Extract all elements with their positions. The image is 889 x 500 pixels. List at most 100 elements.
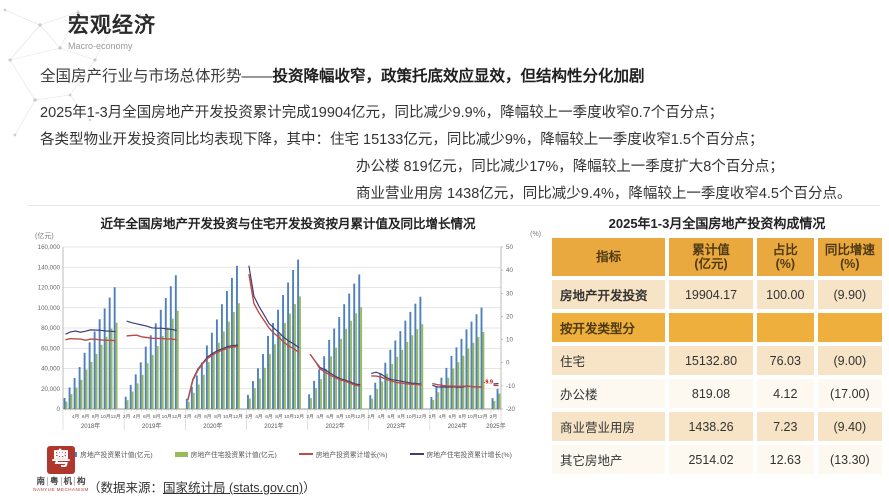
svg-text:4月: 4月 [316,414,323,420]
legend-label: 房地产住宅投资累计增长(%) [426,452,512,459]
investment-chart: 0 20,000 40,000 60,000 80,000 100,000 120,000 1… [38,244,516,430]
table-cell: (9.90) [817,280,882,309]
svg-text:2月: 2月 [306,414,313,420]
section-title: 宏观经济 [68,14,156,37]
source-prefix: （数据来源： [88,481,164,495]
table-cell: 19904.17 [669,280,753,309]
svg-text:2月: 2月 [123,414,130,420]
svg-text:-9.9: -9.9 [484,380,493,386]
svg-text:40,000: 40,000 [41,366,60,373]
svg-text:8月: 8月 [336,414,343,420]
table-cell: 1438.26 [669,412,753,441]
table-row: 其它房地产 2514.02 12.63 (13.30) [552,445,882,474]
table-cell [669,313,753,342]
svg-text:8月: 8月 [153,414,160,420]
svg-text:2019年: 2019年 [142,422,161,430]
svg-text:2月: 2月 [184,414,191,420]
table-cell: 15132.80 [669,346,753,375]
table-cell [756,313,814,342]
table-cell: (9.00) [817,346,882,375]
logo-icon: 粤 [47,446,75,474]
table-cell: (13.30) [817,445,882,474]
table-header-row: 指标 累计值 (亿元) 占比 (%) 同比增速 (%) [552,238,882,276]
svg-text:2018年: 2018年 [81,422,100,430]
svg-text:120,000: 120,000 [38,285,61,292]
table-cell: 其它房地产 [552,445,666,474]
svg-text:20: 20 [506,313,513,320]
paragraph-line: 办公楼 819亿元，同比减少17%，降幅较上一季度扩大8个百分点； [356,159,784,175]
chart-panel: 近年全国房地产开发投资与住宅开发投资按月累计值及同比增长情况 (亿元) (%) … [33,211,543,473]
svg-text:2021年: 2021年 [264,422,283,430]
legend-label: 房地产投资累计值(亿元) [80,452,153,459]
table-cell: 按开发类型分 [552,313,666,342]
svg-text:8月: 8月 [459,414,466,420]
svg-text:6月: 6月 [388,414,395,420]
svg-text:12月: 12月 [477,414,487,420]
table-row: 办公楼 819.08 4.12 (17.00) [552,379,882,408]
table-cell: 819.08 [669,379,753,408]
svg-text:12月: 12月 [294,414,304,420]
col-header-share: 占比 (%) [756,238,814,276]
svg-text:2024年: 2024年 [448,422,467,430]
paragraph-line: 各类型物业开发投资同比均表现下降，其中：住宅 15133亿元，同比减少9%，降幅… [40,132,764,148]
logo-name-char: 粤 [48,476,62,487]
table-row: 住宅 15132.80 76.03 (9.00) [552,346,882,375]
headline-emphasis: 投资降幅收窄，政策托底效应显效，但结构性分化加剧 [272,68,645,85]
svg-text:6月: 6月 [82,414,89,420]
data-source-line: （数据来源：国家统计局 (stats.gov.cn)） [88,477,316,496]
svg-text:4月: 4月 [194,414,201,420]
summary-paragraph: 2025年1-3月全国房地产开发投资累计完成19904亿元，同比减少9.9%，降… [40,100,870,208]
source-link[interactable]: 国家统计局 (stats.gov.cn) [163,481,304,495]
table-cell: 7.23 [756,412,814,441]
table-cell: 100.00 [756,280,814,309]
legend-line-swatch [298,453,313,455]
svg-text:-10: -10 [506,383,516,390]
legend-label: 房地产投资累计增长(%) [315,452,388,459]
table-title: 2025年1-3月全国房地产投资构成情况 [608,216,826,231]
svg-text:0: 0 [506,360,510,367]
svg-text:160,000: 160,000 [38,244,61,251]
table-panel: 2025年1-3月全国房地产投资构成情况 指标 累计值 (亿元) 占比 (%) … [548,211,886,478]
svg-text:80,000: 80,000 [41,325,60,332]
table-cell: 办公楼 [552,379,666,408]
table-cell [817,313,882,342]
source-suffix: ） [303,481,316,495]
paragraph-line: 商业营业用房 1438亿元，同比减少9.4%，降幅较上一季度收窄4.5个百分点。 [356,186,852,202]
legend-line-swatch [409,453,424,455]
right-axis-unit: (%) [530,231,541,238]
svg-text:2月: 2月 [490,414,497,420]
svg-text:6月: 6月 [326,414,333,420]
table-cell: 2514.02 [669,445,753,474]
legend-item: 房地产住宅投资累计增长(%) [409,449,512,459]
svg-text:6月: 6月 [143,414,150,420]
svg-text:6月: 6月 [449,414,456,420]
svg-text:2020年: 2020年 [203,422,222,430]
logo-name: 南粤机构 [33,476,89,487]
svg-text:10月: 10月 [284,414,294,420]
col-header-value: 累计值 (亿元) [669,238,753,276]
svg-text:10月: 10月 [345,414,355,420]
page-header: 宏观经济 Macro-economy [68,9,156,51]
table-row: 房地产开发投资 19904.17 100.00 (9.90) [552,280,882,309]
svg-text:100,000: 100,000 [38,305,61,312]
table-row: 商业营业用房 1438.26 7.23 (9.40) [552,412,882,441]
svg-text:10月: 10月 [467,414,477,420]
chart-title: 近年全国房地产开发投资与住宅开发投资按月累计值及同比增长情况 [100,217,476,231]
svg-text:-20: -20 [506,406,516,413]
svg-text:10月: 10月 [223,414,233,420]
table-cell: 房地产开发投资 [552,280,666,309]
headline-prefix: 全国房产行业与市场总体形势—— [40,68,273,85]
legend-item: 房地产住宅投资累计值(亿元) [174,449,277,459]
svg-text:10月: 10月 [162,414,172,420]
svg-text:12月: 12月 [172,414,182,420]
svg-text:12月: 12月 [355,414,365,420]
svg-text:10月: 10月 [406,414,416,420]
table-cell: 商业营业用房 [552,412,666,441]
svg-text:0: 0 [57,406,61,413]
svg-text:8月: 8月 [398,414,405,420]
svg-text:10: 10 [506,337,513,344]
slide-headline: 全国房产行业与市场总体形势——投资降幅收窄，政策托底效应显效，但结构性分化加剧 [40,64,870,86]
svg-text:50: 50 [506,244,513,251]
table-cell: (17.00) [817,379,882,408]
